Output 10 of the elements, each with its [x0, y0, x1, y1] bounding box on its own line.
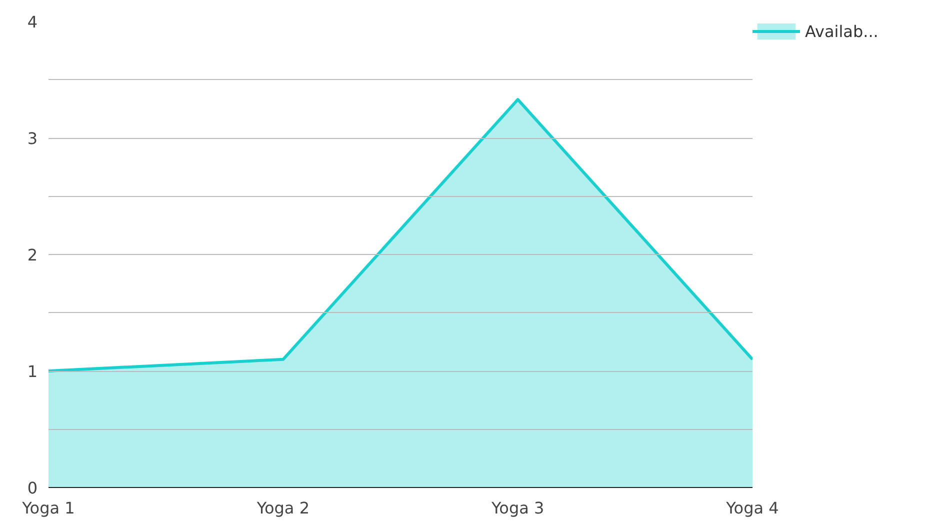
legend-label: Availab...	[805, 22, 878, 40]
y-tick-label: 0	[27, 478, 38, 498]
y-tick-label: 3	[27, 129, 38, 148]
x-tick-label: Yoga 4	[725, 498, 779, 518]
y-tick-label: 4	[27, 12, 38, 32]
y-tick-label: 2	[27, 246, 38, 264]
x-tick-label: Yoga 2	[256, 498, 310, 518]
x-tick-label: Yoga 3	[490, 498, 544, 518]
x-tick-label: Yoga 1	[21, 498, 75, 518]
y-tick-label: 1	[27, 362, 38, 381]
